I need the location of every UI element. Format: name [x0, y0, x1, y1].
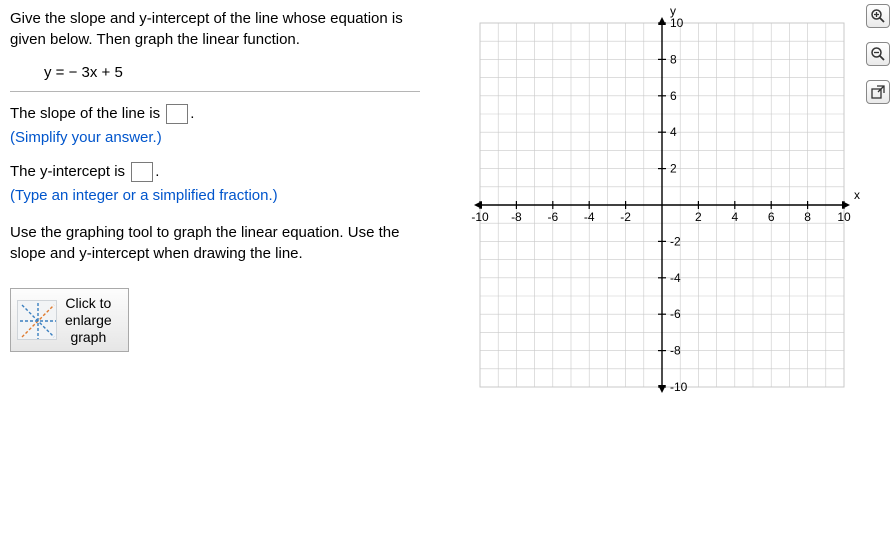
slope-answer-block: The slope of the line is . (Simplify you…	[10, 102, 420, 150]
equation: y = − 3x + 5	[10, 58, 420, 92]
yint-hint: (Type an integer or a simplified fractio…	[10, 184, 420, 208]
svg-text:-10: -10	[471, 210, 489, 224]
enlarge-line2: enlarge	[65, 312, 112, 328]
svg-text:-8: -8	[670, 344, 681, 358]
enlarge-graph-button[interactable]: Click to enlarge graph	[10, 288, 129, 352]
svg-text:x: x	[854, 188, 860, 202]
question-prompt: Give the slope and y-intercept of the li…	[10, 8, 420, 50]
zoom-out-button[interactable]	[866, 42, 890, 66]
svg-text:4: 4	[670, 125, 677, 139]
svg-text:-4: -4	[584, 210, 595, 224]
svg-text:-2: -2	[620, 210, 631, 224]
graph-instruction: Use the graphing tool to graph the linea…	[10, 222, 420, 264]
svg-text:10: 10	[670, 16, 684, 30]
slope-suffix: .	[190, 105, 194, 122]
slope-prefix: The slope of the line is	[10, 105, 164, 122]
svg-text:4: 4	[731, 210, 738, 224]
svg-text:6: 6	[768, 210, 775, 224]
svg-text:-6: -6	[670, 307, 681, 321]
yint-prefix: The y-intercept is	[10, 163, 129, 180]
svg-text:10: 10	[837, 210, 851, 224]
right-panel: -10-8-6-4-2246810-10-8-6-4-2246810xy	[430, 0, 894, 551]
zoom-in-button[interactable]	[866, 4, 890, 28]
enlarge-graph-icon	[17, 300, 57, 340]
yintercept-answer-block: The y-intercept is . (Type an integer or…	[10, 160, 420, 208]
enlarge-line1: Click to	[65, 295, 111, 311]
main-container: Give the slope and y-intercept of the li…	[0, 0, 894, 551]
enlarge-button-text: Click to enlarge graph	[65, 295, 112, 345]
left-panel: Give the slope and y-intercept of the li…	[0, 0, 430, 551]
svg-text:-10: -10	[670, 380, 688, 394]
svg-text:8: 8	[670, 52, 677, 66]
svg-text:8: 8	[804, 210, 811, 224]
svg-text:-6: -6	[547, 210, 558, 224]
slope-input[interactable]	[166, 104, 188, 124]
yintercept-input[interactable]	[131, 162, 153, 182]
svg-text:2: 2	[670, 162, 677, 176]
coordinate-graph[interactable]: -10-8-6-4-2246810-10-8-6-4-2246810xy	[462, 5, 862, 405]
svg-text:-4: -4	[670, 271, 681, 285]
slope-hint: (Simplify your answer.)	[10, 126, 420, 150]
popout-icon	[871, 85, 885, 99]
svg-text:2: 2	[695, 210, 702, 224]
svg-text:6: 6	[670, 89, 677, 103]
zoom-out-icon	[870, 46, 886, 62]
zoom-in-icon	[870, 8, 886, 24]
svg-text:-8: -8	[511, 210, 522, 224]
yint-suffix: .	[155, 163, 159, 180]
popout-button[interactable]	[866, 80, 890, 104]
svg-text:y: y	[670, 5, 676, 18]
svg-text:-2: -2	[670, 234, 681, 248]
enlarge-line3: graph	[70, 329, 106, 345]
graph-toolbar	[866, 4, 890, 104]
